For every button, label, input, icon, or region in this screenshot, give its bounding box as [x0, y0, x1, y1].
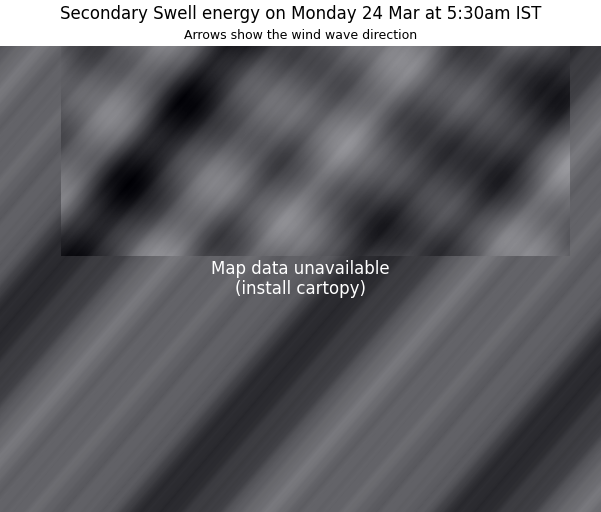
Text: Secondary Swell energy on Monday 24 Mar at 5:30am IST: Secondary Swell energy on Monday 24 Mar …: [60, 5, 541, 23]
Text: Arrows show the wind wave direction: Arrows show the wind wave direction: [184, 29, 417, 42]
Text: Map data unavailable
(install cartopy): Map data unavailable (install cartopy): [211, 260, 390, 298]
